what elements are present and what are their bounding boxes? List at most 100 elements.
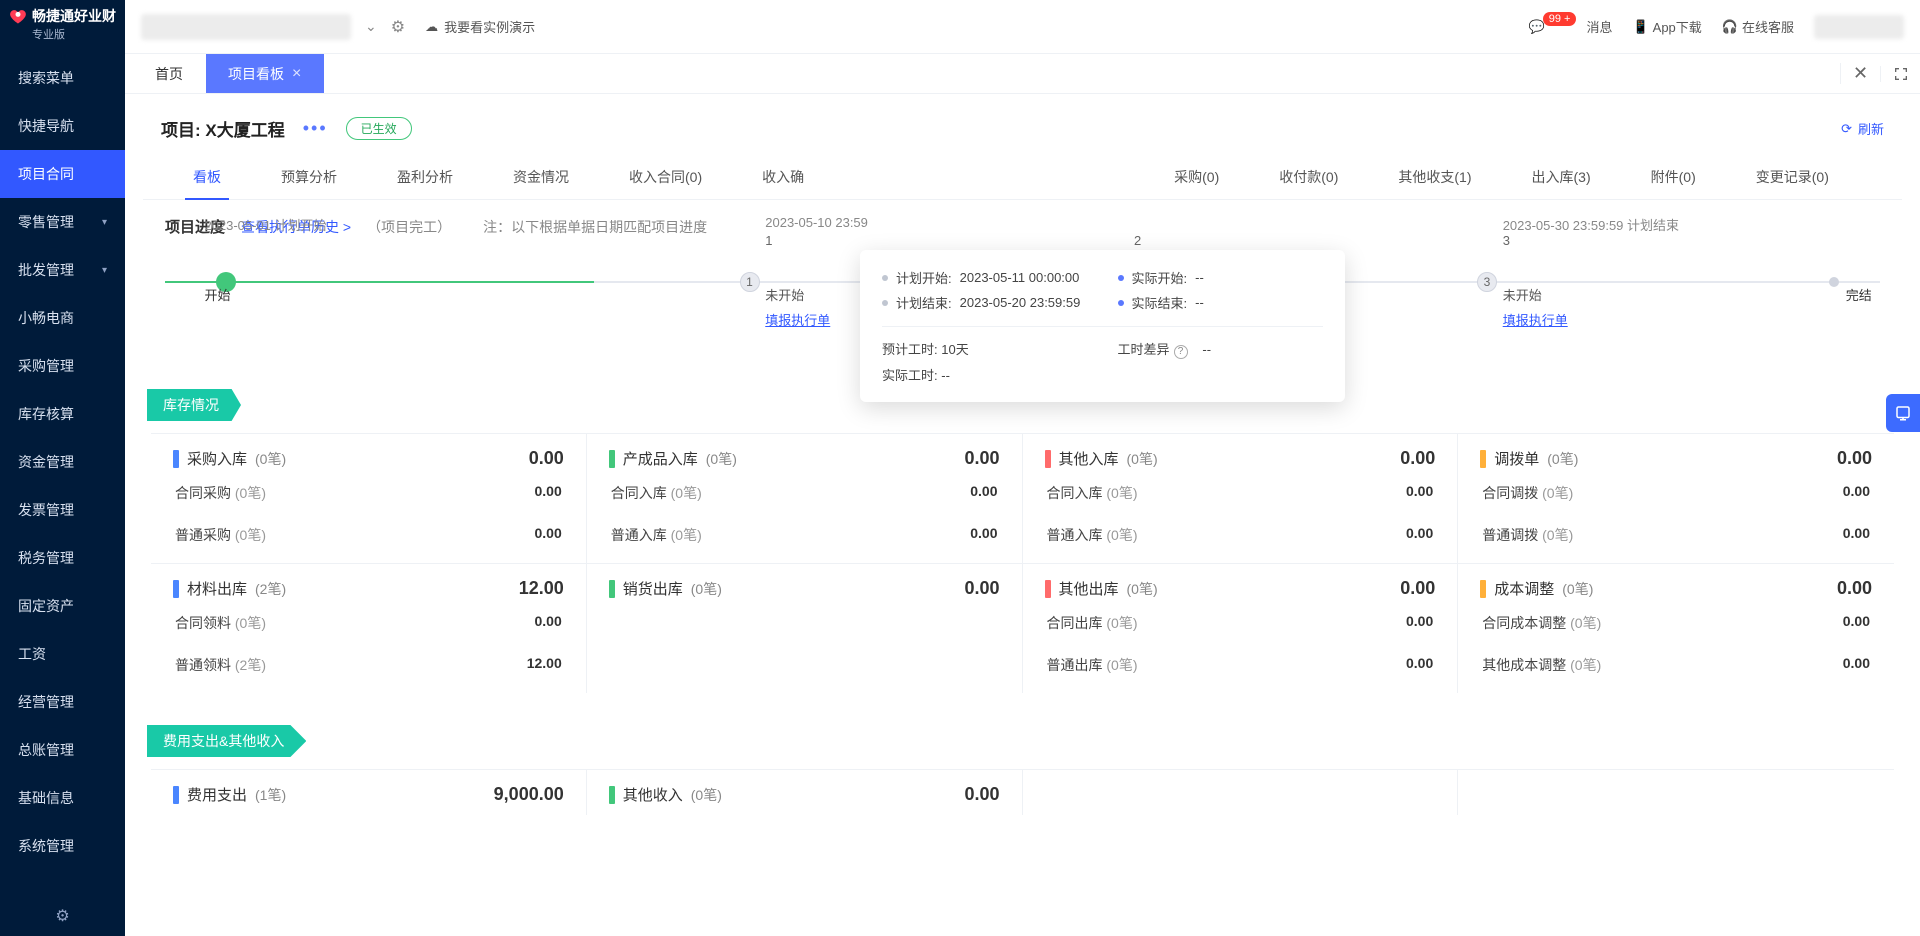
brand-name: 畅捷通好业财	[32, 6, 116, 26]
metric-card[interactable]: 销货出库 (0笔) 0.00	[587, 564, 1023, 693]
sidebar-item-quick-nav[interactable]: 快捷导航	[0, 102, 125, 150]
subtab-attachment[interactable]: 附件(0)	[1621, 155, 1726, 199]
brand-logo-icon	[8, 6, 28, 26]
subtab-funds[interactable]: 资金情况	[483, 155, 599, 199]
card-value: 9,000.00	[494, 784, 564, 805]
sidebar-item-system[interactable]: 系统管理	[0, 822, 125, 870]
gear-icon[interactable]: ⚙	[391, 17, 405, 37]
metric-card[interactable]: 产成品入库 (0笔) 0.00 合同入库 (0笔)0.00普通入库 (0笔)0.…	[587, 434, 1023, 563]
metric-card[interactable]: 其他入库 (0笔) 0.00 合同入库 (0笔)0.00普通入库 (0笔)0.0…	[1023, 434, 1459, 563]
close-all-button[interactable]: ✕	[1840, 63, 1880, 84]
page-title: 项目: X大厦工程	[161, 116, 285, 141]
subtab-other-io[interactable]: 其他收支(1)	[1368, 155, 1501, 199]
sidebar-item-salary[interactable]: 工资	[0, 630, 125, 678]
chevron-down-icon: ▾	[102, 265, 107, 276]
card-title: 其他收入	[623, 784, 683, 805]
metric-card[interactable]: 其他出库 (0笔) 0.00 合同出库 (0笔)0.00普通出库 (0笔)0.0…	[1023, 564, 1459, 693]
feedback-floater[interactable]	[1886, 394, 1920, 432]
card-count: (0笔)	[255, 449, 286, 469]
help-icon[interactable]: ?	[1174, 345, 1188, 359]
popover-real-end-label: 实际结束:	[1132, 293, 1188, 312]
card-tag	[1045, 580, 1051, 598]
metric-card[interactable]: 其他收入 (0笔) 0.00	[587, 770, 1023, 815]
metric-card[interactable]: 调拨单 (0笔) 0.00 合同调拨 (0笔)0.00普通调拨 (0笔)0.00	[1458, 434, 1894, 563]
timeline-date-end: 2023-05-30 23:59:59 计划结束	[1503, 215, 1679, 234]
headset-icon: 🎧	[1722, 19, 1738, 35]
card-title: 费用支出	[187, 784, 247, 805]
sidebar-item-retail[interactable]: 零售管理▾	[0, 198, 125, 246]
sidebar-item-inventory[interactable]: 库存核算	[0, 390, 125, 438]
sidebar-item-label: 项目合同	[18, 164, 74, 184]
subtab-payment[interactable]: 收付款(0)	[1249, 155, 1368, 199]
customer-service-link[interactable]: 🎧 在线客服	[1722, 17, 1794, 36]
org-selector[interactable]	[141, 14, 351, 40]
sidebar-item-operation[interactable]: 经营管理	[0, 678, 125, 726]
card-tag	[609, 450, 615, 468]
tab-home[interactable]: 首页	[133, 54, 206, 93]
section-ribbon-inventory: 库存情况	[147, 389, 241, 421]
sidebar-item-purchase[interactable]: 采购管理	[0, 342, 125, 390]
popover-real-start-value: --	[1195, 270, 1204, 285]
card-value: 0.00	[964, 578, 999, 599]
more-actions-button[interactable]: •••	[303, 118, 328, 139]
sidebar-item-project-contract[interactable]: 项目合同	[0, 150, 125, 198]
popover-diff-label: 工时差异	[1118, 342, 1170, 357]
messages-link[interactable]: 💬 99 + 消息	[1529, 17, 1613, 36]
phone-icon: 📱	[1632, 19, 1648, 35]
subtab-profit[interactable]: 盈利分析	[367, 155, 483, 199]
card-tag	[173, 580, 179, 598]
card-title: 采购入库	[187, 448, 247, 469]
card-title: 成本调整	[1494, 578, 1554, 599]
subtab-income-contract[interactable]: 收入合同(0)	[599, 155, 732, 199]
sidebar-item-tax[interactable]: 税务管理	[0, 534, 125, 582]
sidebar-item-basic-info[interactable]: 基础信息	[0, 774, 125, 822]
subtabs: 看板 预算分析 盈利分析 资金情况 收入合同(0) 收入确 采购(0) 收付款(…	[143, 155, 1902, 200]
gear-icon: ⚙	[55, 908, 69, 925]
close-icon[interactable]: ×	[292, 65, 301, 83]
card-value: 0.00	[964, 448, 999, 469]
sidebar-item-funds[interactable]: 资金管理	[0, 438, 125, 486]
sidebar-item-label: 系统管理	[18, 836, 74, 856]
chevron-down-icon[interactable]: ⌄	[365, 18, 377, 35]
fill-exec-link[interactable]: 填报执行单	[765, 310, 830, 329]
main: ⌄ ⚙ ☁ 我要看实例演示 💬 99 + 消息 📱 App下载 🎧	[125, 0, 1920, 936]
sidebar-item-label: 工资	[18, 644, 46, 664]
sidebar-item-ledger[interactable]: 总账管理	[0, 726, 125, 774]
sidebar-item-invoice[interactable]: 发票管理	[0, 486, 125, 534]
timeline-index-2: 2	[1134, 233, 1141, 248]
card-tag	[609, 580, 615, 598]
subtab-income-confirm[interactable]: 收入确	[732, 155, 834, 199]
sidebar-item-ecommerce[interactable]: 小畅电商	[0, 294, 125, 342]
sidebar-settings[interactable]: ⚙	[0, 896, 125, 936]
sidebar-item-search-menu[interactable]: 搜索菜单	[0, 54, 125, 102]
subtab-purchase[interactable]: 采购(0)	[1144, 155, 1249, 199]
metric-card[interactable]: 费用支出 (1笔) 9,000.00	[151, 770, 587, 815]
subtab-change-log[interactable]: 变更记录(0)	[1726, 155, 1859, 199]
card-tag	[1480, 450, 1486, 468]
app-download-link[interactable]: 📱 App下载	[1632, 17, 1701, 36]
user-avatar[interactable]	[1814, 15, 1904, 39]
sidebar-item-wholesale[interactable]: 批发管理▾	[0, 246, 125, 294]
metric-card[interactable]: 采购入库 (0笔) 0.00 合同采购 (0笔)0.00普通采购 (0笔)0.0…	[151, 434, 587, 563]
card-value: 0.00	[1837, 448, 1872, 469]
metric-card[interactable]: 成本调整 (0笔) 0.00 合同成本调整 (0笔)0.00其他成本调整 (0笔…	[1458, 564, 1894, 693]
brand-edition: 专业版	[0, 26, 125, 54]
tab-project-board[interactable]: 项目看板 ×	[206, 54, 324, 93]
refresh-icon: ⟳	[1841, 121, 1852, 137]
subtab-stock-io[interactable]: 出入库(3)	[1502, 155, 1621, 199]
card-count: (0笔)	[1547, 449, 1578, 469]
popover-est-label: 预计工时:	[882, 342, 938, 357]
sidebar-item-fixed-asset[interactable]: 固定资产	[0, 582, 125, 630]
popover-plan-start-label: 计划开始:	[896, 268, 952, 287]
fill-exec-link[interactable]: 填报执行单	[1503, 310, 1568, 329]
subtab-hidden	[834, 155, 1144, 199]
timeline-index-1: 1	[765, 233, 772, 248]
subtab-budget[interactable]: 预算分析	[251, 155, 367, 199]
card-tag	[609, 786, 615, 804]
subtab-kanban[interactable]: 看板	[163, 155, 251, 199]
fullscreen-button[interactable]	[1880, 66, 1920, 82]
metric-card[interactable]: 材料出库 (2笔) 12.00 合同领料 (0笔)0.00普通领料 (2笔)12…	[151, 564, 587, 693]
refresh-button[interactable]: ⟳ 刷新	[1841, 119, 1884, 138]
popover-real-start-label: 实际开始:	[1132, 268, 1188, 287]
demo-link[interactable]: ☁ 我要看实例演示	[425, 17, 535, 36]
